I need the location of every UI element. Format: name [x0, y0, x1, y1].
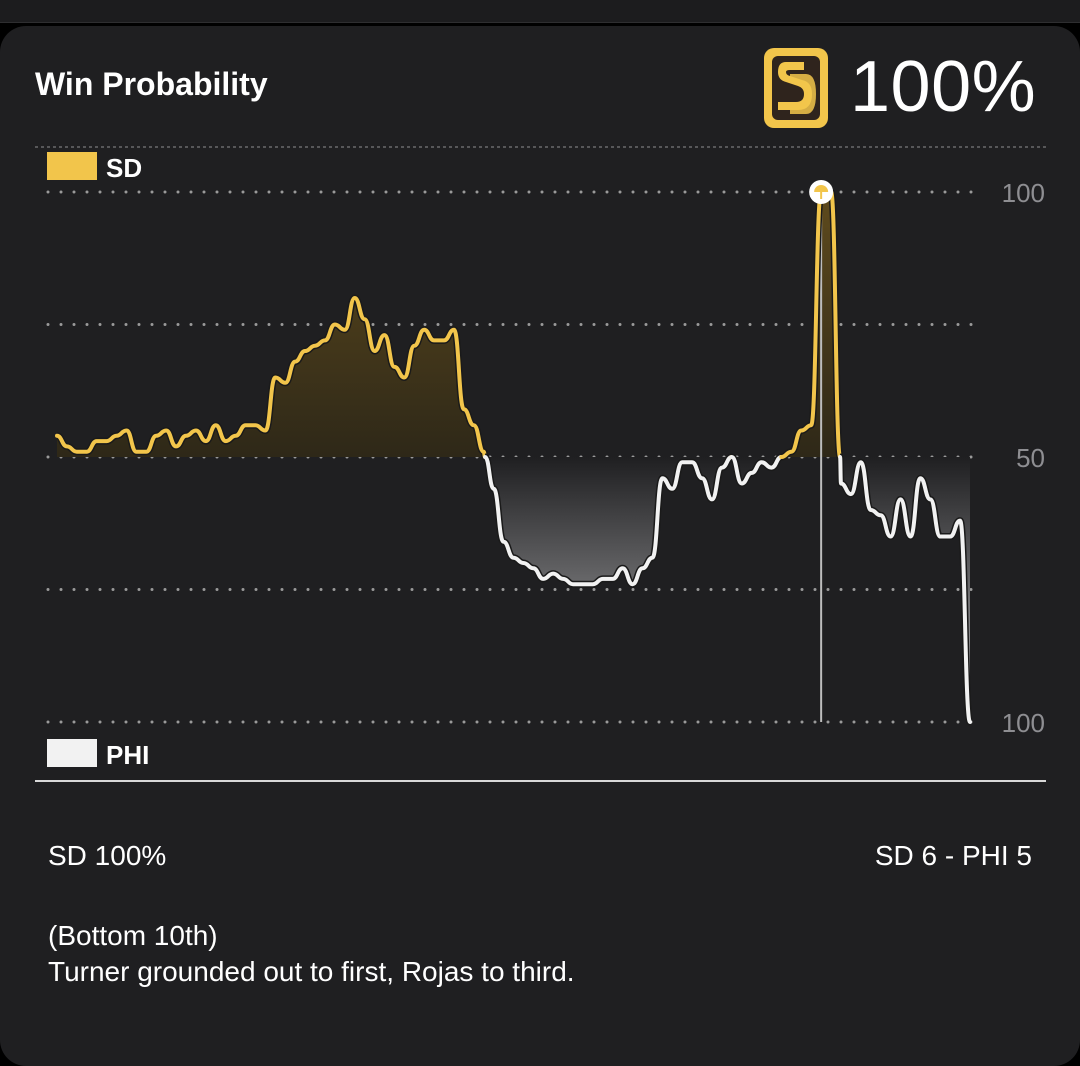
- legend-swatch-sd: [47, 152, 97, 180]
- y-tick-label: 50: [1016, 443, 1045, 473]
- sd-area-fill: [57, 192, 841, 457]
- card-title: Win Probability: [35, 66, 268, 102]
- previous-card-edge: [0, 0, 1080, 23]
- play-description: Turner grounded out to first, Rojas to t…: [48, 956, 575, 987]
- win-probability-line: [55, 188, 974, 726]
- current-play-marker: [809, 180, 834, 204]
- win-probability-chart: SD PHI 100 50 100: [35, 146, 1046, 782]
- phi-line-segment: [838, 455, 972, 724]
- play-inning: (Bottom 10th): [48, 920, 218, 951]
- legend-label-phi: PHI: [106, 740, 149, 770]
- current-win-probability: 100%: [850, 47, 1037, 127]
- sd-line-segment: [55, 296, 488, 459]
- footer-win-prob: SD 100%: [48, 840, 167, 871]
- y-tick-label: 100: [1002, 708, 1045, 738]
- y-tick-label: 100: [1002, 178, 1045, 208]
- legend-label-sd: SD: [106, 153, 142, 183]
- legend-swatch-phi: [47, 739, 97, 767]
- phi-line-segment: [729, 455, 784, 486]
- sd-line-segment: [779, 189, 843, 460]
- footer-score: SD 6 - PHI 5: [874, 840, 1032, 871]
- marker-half-fill: [814, 185, 829, 192]
- phi-line-segment: [483, 455, 734, 587]
- padres-logo-icon: [764, 48, 828, 128]
- y-axis-tick-labels: 100 50 100: [1002, 178, 1045, 738]
- phi-area-fill: [485, 457, 970, 722]
